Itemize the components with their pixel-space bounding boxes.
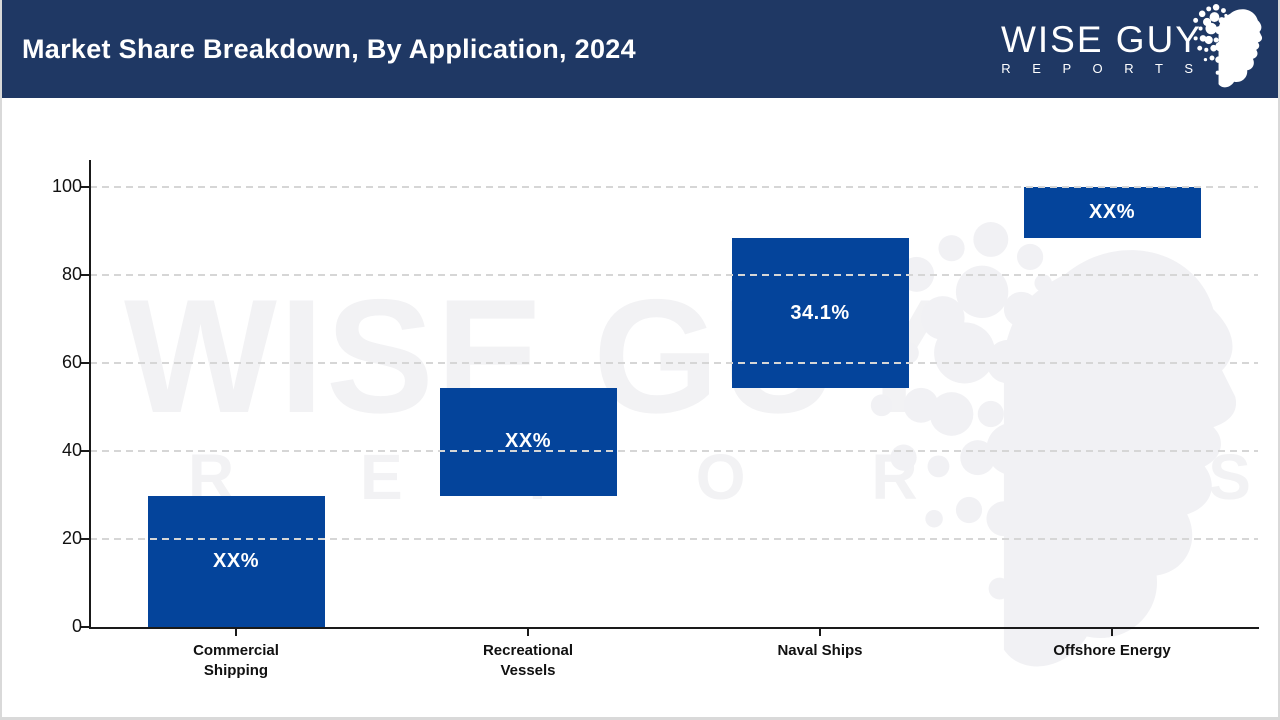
brand-name: WISE GUY <box>1000 19 1202 60</box>
y-tick <box>81 186 90 188</box>
y-tick <box>81 450 90 452</box>
category-label: Recreational Vessels <box>398 641 658 681</box>
x-tick <box>235 629 237 636</box>
bar-value-label: XX% <box>213 549 259 572</box>
gridline <box>90 362 1258 364</box>
category-label: Naval Ships <box>690 641 950 661</box>
bar-value-label: XX% <box>1089 201 1135 224</box>
header-bar: Market Share Breakdown, By Application, … <box>2 0 1278 98</box>
x-axis-line <box>89 627 1259 629</box>
bar: XX% <box>439 388 617 496</box>
category-label-line: Commercial <box>193 642 279 659</box>
bar: XX% <box>1023 187 1201 239</box>
category-label-line: Offshore Energy <box>1053 642 1171 659</box>
y-tick <box>81 626 90 628</box>
y-tick-label: 60 <box>61 352 82 372</box>
category-label-line: Naval Ships <box>777 642 863 659</box>
brand-logo-text: WISE GUY R E P O R T S <box>1001 21 1202 77</box>
y-tick-label: 20 <box>61 528 82 548</box>
brand-logo: WISE GUY R E P O R T S <box>1001 4 1278 94</box>
y-tick-label: 80 <box>61 264 82 284</box>
brand-subname: R E P O R T S <box>1001 61 1202 76</box>
category-label: Commercial Shipping <box>106 641 366 681</box>
bar-value-label: 34.1% <box>790 301 850 324</box>
category-label-line: Shipping <box>203 662 269 679</box>
y-tick <box>81 274 90 276</box>
gridline <box>90 274 1258 276</box>
bar: XX% <box>147 495 325 627</box>
gridline <box>90 450 1258 452</box>
x-tick <box>527 629 529 636</box>
category-label-line: Recreational <box>482 642 574 659</box>
y-tick <box>81 538 90 540</box>
y-tick-label: 100 <box>51 176 82 196</box>
bar-value-label: XX% <box>505 430 551 453</box>
gridline <box>90 186 1258 188</box>
y-tick <box>81 362 90 364</box>
chart-title: Market Share Breakdown, By Application, … <box>22 33 636 64</box>
x-tick <box>1111 629 1113 636</box>
x-tick <box>819 629 821 636</box>
y-tick-label: 40 <box>61 440 82 460</box>
y-axis-line <box>89 160 91 629</box>
y-tick-label: 0 <box>71 616 82 636</box>
gridline <box>90 538 1258 540</box>
category-label-line: Vessels <box>500 662 556 679</box>
category-label: Offshore Energy <box>982 641 1242 661</box>
bar: 34.1% <box>731 238 909 389</box>
